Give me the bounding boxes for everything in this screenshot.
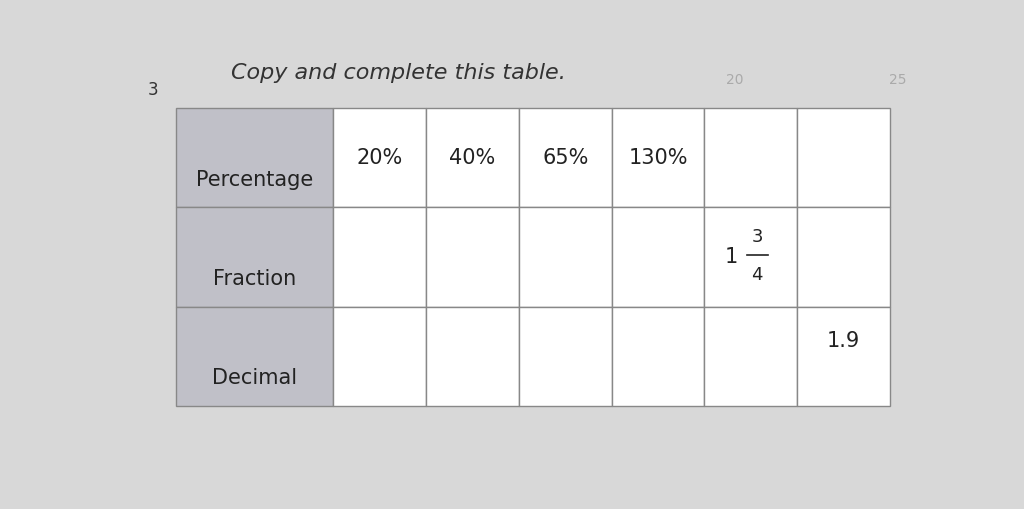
Text: 65%: 65%: [542, 148, 589, 168]
Bar: [705, 207, 797, 307]
Bar: [333, 207, 426, 307]
Bar: [426, 307, 519, 406]
Text: Copy and complete this table.: Copy and complete this table.: [231, 63, 566, 82]
Bar: [519, 108, 611, 207]
Bar: [426, 108, 519, 207]
Text: 3: 3: [147, 81, 159, 99]
Text: 20: 20: [726, 73, 743, 87]
Bar: [611, 207, 705, 307]
Bar: [705, 108, 797, 207]
Bar: [426, 207, 519, 307]
Bar: [797, 307, 890, 406]
Bar: [797, 207, 890, 307]
Bar: [176, 207, 333, 307]
Bar: [333, 108, 426, 207]
Text: 130%: 130%: [628, 148, 688, 168]
Text: Percentage: Percentage: [196, 169, 313, 189]
Bar: [611, 307, 705, 406]
Bar: [705, 307, 797, 406]
Bar: [519, 307, 611, 406]
Bar: [611, 108, 705, 207]
Bar: [519, 207, 611, 307]
Text: 4: 4: [752, 266, 763, 284]
Text: 3: 3: [752, 229, 763, 246]
Text: 1: 1: [724, 247, 737, 267]
Text: Fraction: Fraction: [213, 269, 296, 289]
Bar: [176, 108, 333, 207]
Text: 25: 25: [889, 73, 906, 87]
Text: 1.9: 1.9: [826, 331, 860, 351]
Text: Decimal: Decimal: [212, 368, 297, 388]
Bar: [176, 307, 333, 406]
Text: 20%: 20%: [356, 148, 402, 168]
Text: 40%: 40%: [450, 148, 496, 168]
Bar: [333, 307, 426, 406]
Bar: [797, 108, 890, 207]
